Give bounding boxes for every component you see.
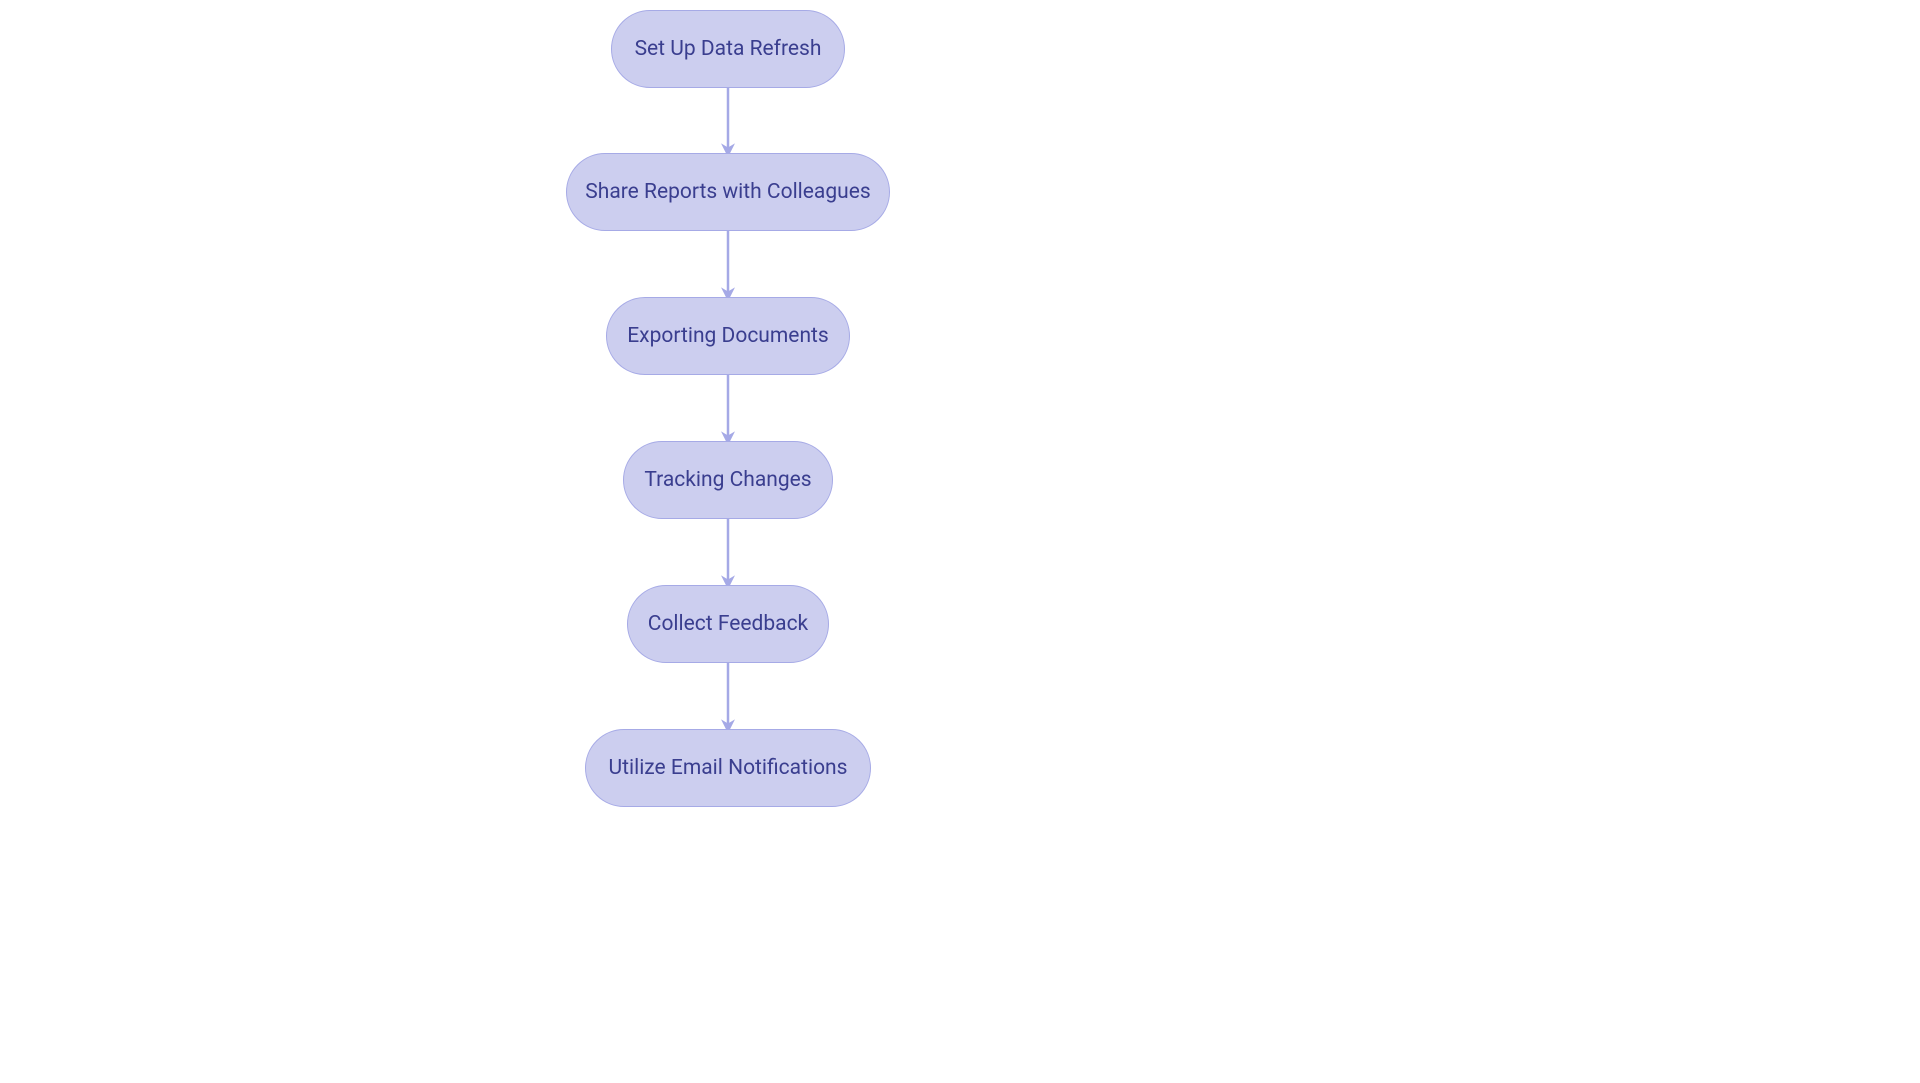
flowchart-node-label: Exporting Documents xyxy=(627,324,829,348)
flowchart-node-label: Set Up Data Refresh xyxy=(635,37,822,61)
flowchart-edges xyxy=(0,0,1920,1083)
flowchart-node: Collect Feedback xyxy=(627,585,829,663)
flowchart-canvas: Set Up Data Refresh Share Reports with Co… xyxy=(0,0,1920,1083)
flowchart-node: Exporting Documents xyxy=(606,297,850,375)
flowchart-node: Utilize Email Notifications xyxy=(585,729,871,807)
flowchart-node-label: Share Reports with Colleagues xyxy=(585,180,870,204)
flowchart-node-label: Collect Feedback xyxy=(648,612,808,636)
flowchart-node: Set Up Data Refresh xyxy=(611,10,845,88)
flowchart-node-label: Tracking Changes xyxy=(644,468,811,492)
flowchart-node: Tracking Changes xyxy=(623,441,833,519)
flowchart-node-label: Utilize Email Notifications xyxy=(609,756,848,780)
flowchart-node: Share Reports with Colleagues xyxy=(566,153,890,231)
